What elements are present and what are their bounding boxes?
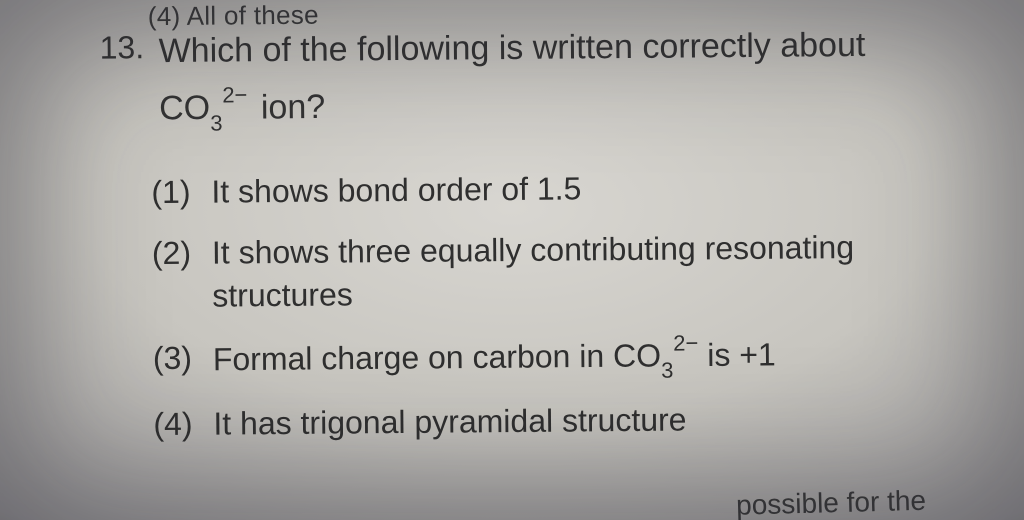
scanned-page: (4) All of these 13. Which of the follow… <box>0 0 1024 520</box>
option-3-formula-base: CO <box>613 337 661 373</box>
option-3-text: Formal charge on carbon in CO32− is +1 <box>213 330 965 385</box>
option-2: (2) It shows three equally contributing … <box>152 225 965 318</box>
option-3-post: is +1 <box>698 336 776 373</box>
formula-base: CO <box>159 89 210 127</box>
question-line-2: CO32− ion? <box>159 79 866 135</box>
question-number: 13. <box>88 29 154 67</box>
option-3-number: (3) <box>153 336 192 380</box>
options-list: (1) It shows bond order of 1.5 (2) It sh… <box>151 164 965 447</box>
formula-superscript: 2− <box>222 82 247 107</box>
option-3-pre: Formal charge on carbon in <box>213 337 614 376</box>
option-3-formula-sup: 2− <box>673 330 698 355</box>
formula-subscript: 3 <box>210 111 222 136</box>
question-line-1: Which of the following is written correc… <box>158 26 865 70</box>
option-1-number: (1) <box>151 171 190 215</box>
question-text-wrap: Which of the following is written correc… <box>158 23 866 135</box>
question-block: 13. Which of the following is written co… <box>88 22 963 135</box>
option-1: (1) It shows bond order of 1.5 <box>151 164 963 214</box>
option-2-number: (2) <box>152 232 191 276</box>
option-4-number: (4) <box>153 403 192 447</box>
option-2-text: It shows three equally contributing reso… <box>212 225 965 318</box>
option-3-formula: CO32− <box>613 332 699 381</box>
option-1-text: It shows bond order of 1.5 <box>211 164 963 214</box>
option-4: (4) It has trigonal pyramidal structure <box>153 396 965 446</box>
option-4-text: It has trigonal pyramidal structure <box>213 396 965 446</box>
carbonate-formula: CO32− <box>159 84 248 135</box>
option-3-formula-sub: 3 <box>661 357 673 382</box>
question-after-formula: ion? <box>251 88 325 127</box>
cropped-next-line: possible for the <box>736 485 927 520</box>
option-3: (3) Formal charge on carbon in CO32− is … <box>153 330 965 386</box>
